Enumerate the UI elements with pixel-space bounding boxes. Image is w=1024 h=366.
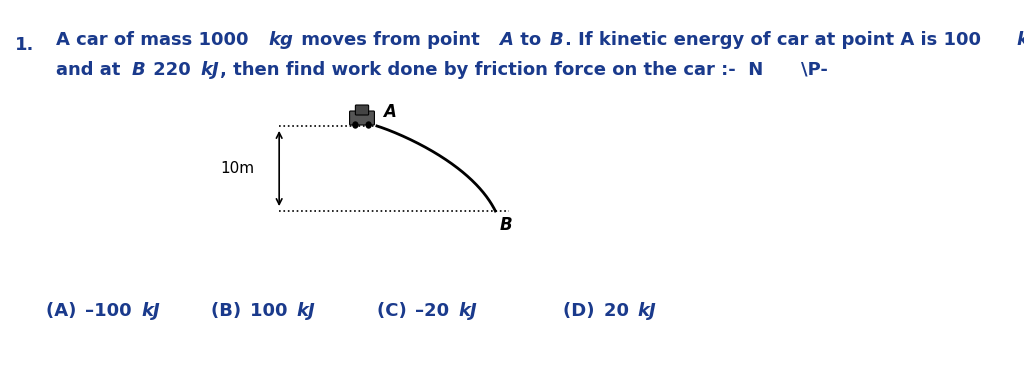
Text: kJ: kJ [297, 302, 315, 320]
Text: (A): (A) [45, 302, 82, 320]
Text: A: A [384, 103, 396, 121]
Text: kg: kg [268, 31, 294, 49]
Text: kJ: kJ [1016, 31, 1024, 49]
Text: (C): (C) [377, 302, 413, 320]
Text: kJ: kJ [459, 302, 477, 320]
Text: kJ: kJ [200, 61, 219, 79]
FancyBboxPatch shape [349, 111, 375, 125]
Text: B: B [500, 216, 512, 234]
Text: . If kinetic energy of car at point A is 100: . If kinetic energy of car at point A is… [564, 31, 987, 49]
Text: B: B [132, 61, 145, 79]
Text: –100: –100 [85, 302, 137, 320]
Text: 100: 100 [250, 302, 294, 320]
Text: 220: 220 [146, 61, 197, 79]
Text: 10m: 10m [220, 161, 254, 176]
Text: to: to [514, 31, 548, 49]
Text: (B): (B) [211, 302, 248, 320]
Circle shape [367, 122, 371, 128]
Text: B: B [550, 31, 564, 49]
Text: A: A [500, 31, 513, 49]
Text: kJ: kJ [637, 302, 655, 320]
Circle shape [353, 122, 357, 128]
Text: , then find work done by friction force on the car :-  N: , then find work done by friction force … [220, 61, 763, 79]
Text: \P-: \P- [801, 61, 827, 79]
Text: –20: –20 [416, 302, 456, 320]
Text: moves from point: moves from point [295, 31, 486, 49]
Text: A car of mass 1000: A car of mass 1000 [56, 31, 255, 49]
Text: kJ: kJ [141, 302, 160, 320]
Text: and at: and at [56, 61, 127, 79]
Text: (D): (D) [563, 302, 601, 320]
Text: 1.: 1. [15, 36, 34, 54]
Text: 20: 20 [604, 302, 635, 320]
FancyBboxPatch shape [355, 105, 369, 115]
